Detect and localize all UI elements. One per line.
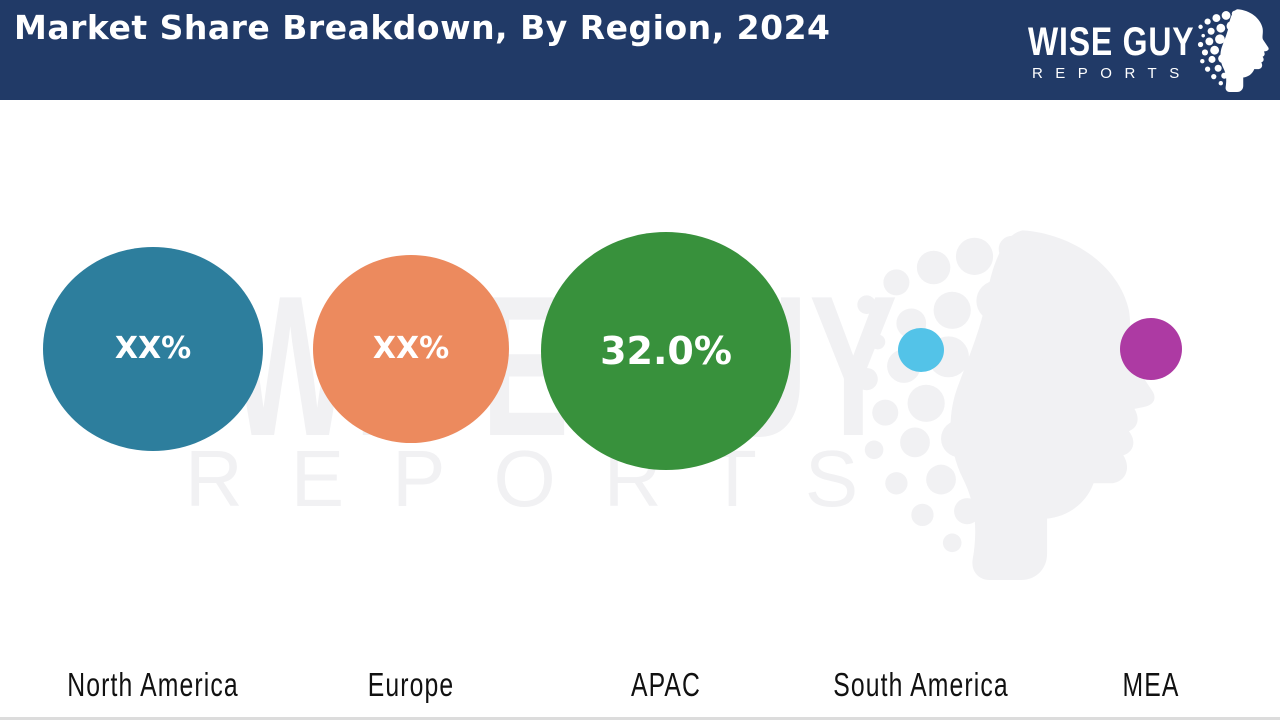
bubble-south-america <box>898 328 944 372</box>
head-logo-icon <box>1197 9 1269 92</box>
bubble-value-label: XX% <box>114 331 192 366</box>
category-label-north-america: North America <box>67 666 239 703</box>
brand-logo: WISE GUY REPORTS <box>1028 4 1274 92</box>
watermark-head-icon <box>855 230 1155 580</box>
category-label-apac: APAC <box>630 666 702 703</box>
category-label-mea: MEA <box>1122 666 1180 703</box>
bubble-chart: WISE GUY REPORTS XX%North AmericaXX%Euro… <box>0 100 1280 720</box>
category-label-europe: Europe <box>367 666 455 703</box>
brand-subtitle: REPORTS <box>1031 65 1192 82</box>
watermark-subtitle: REPORTS <box>185 434 907 523</box>
header-bar: Market Share Breakdown, By Region, 2024 … <box>0 0 1280 100</box>
bottom-divider <box>0 717 1280 720</box>
bubble-apac: 32.0% <box>541 232 791 470</box>
bubble-mea <box>1120 318 1182 380</box>
page-title: Market Share Breakdown, By Region, 2024 <box>14 8 831 47</box>
bubble-north-america: XX% <box>43 247 263 451</box>
brand-name: WISE GUY <box>1027 20 1195 64</box>
bubble-value-label: XX% <box>372 331 450 366</box>
bubble-value-label: 32.0% <box>600 329 732 373</box>
category-label-south-america: South America <box>833 666 1009 703</box>
bubble-europe: XX% <box>313 255 509 443</box>
brand-logo-text: WISE GUY REPORTS <box>1028 22 1236 81</box>
